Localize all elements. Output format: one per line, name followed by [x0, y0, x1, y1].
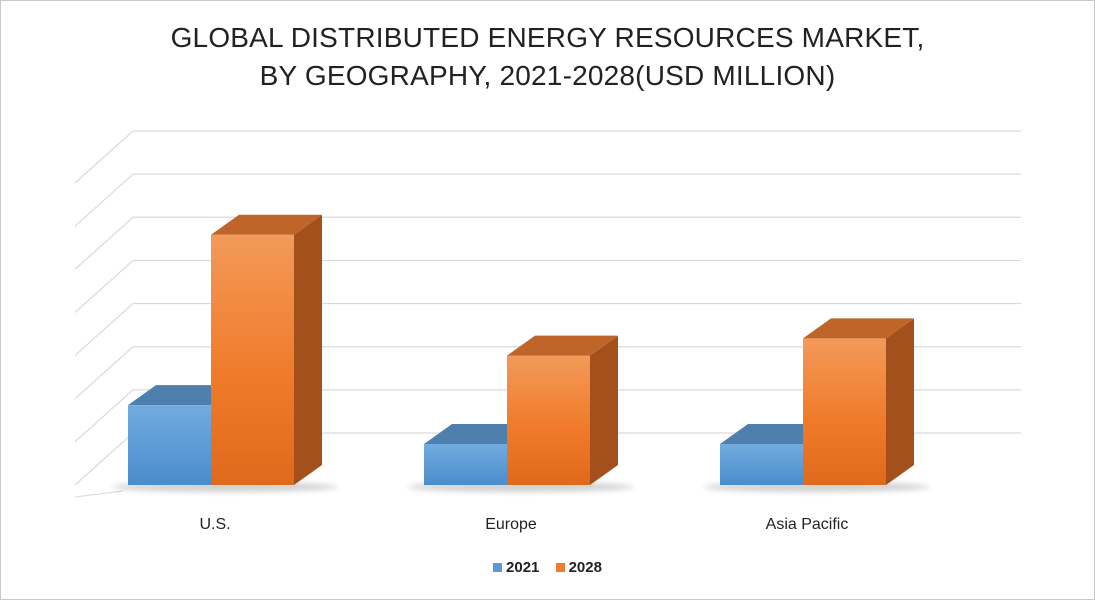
floor-edge — [74, 490, 124, 498]
gridline — [74, 130, 1021, 184]
legend-label-2021: 2021 — [506, 559, 540, 576]
bar-side — [886, 318, 914, 485]
bar-2028-asia-pacific — [803, 318, 914, 485]
chart-title: GLOBAL DISTRIBUTED ENERGY RESOURCES MARK… — [1, 19, 1094, 95]
category-label: Asia Pacific — [766, 516, 849, 533]
bar-front — [211, 234, 294, 485]
legend-swatch-2028 — [555, 563, 565, 572]
gridlines — [74, 130, 1021, 498]
chart-title-line-1: GLOBAL DISTRIBUTED ENERGY RESOURCES MARK… — [170, 22, 925, 53]
bars — [128, 214, 914, 485]
bar-side — [590, 335, 618, 485]
category-label: U.S. — [199, 516, 230, 533]
gridline — [74, 259, 1021, 313]
legend-item-2028: 2028 — [555, 559, 602, 576]
bar-top — [507, 335, 618, 356]
bar-2028-europe — [507, 335, 618, 485]
bar-front — [424, 444, 507, 485]
bar-top — [803, 318, 914, 339]
chart-title-line-2: BY GEOGRAPHY, 2021-2028(USD MILLION) — [259, 60, 836, 91]
gridline — [74, 173, 1021, 227]
bar-front — [803, 338, 886, 485]
bar-front — [720, 444, 803, 485]
bar-front — [507, 355, 590, 485]
legend-swatch-2021 — [493, 563, 503, 572]
gridline — [74, 389, 1021, 443]
bar-2028-u-s- — [211, 214, 322, 485]
legend: 2021 2028 — [1, 559, 1094, 576]
bar-front — [128, 405, 211, 485]
bar-side — [294, 214, 322, 485]
bar-top — [211, 214, 322, 235]
gridline — [74, 346, 1021, 400]
gridline — [74, 302, 1021, 357]
category-label: Europe — [485, 516, 537, 533]
legend-label-2028: 2028 — [568, 559, 602, 576]
gridline — [74, 216, 1021, 270]
legend-item-2021: 2021 — [493, 559, 539, 576]
category-labels: U.S. Europe Asia Pacific — [199, 516, 848, 533]
